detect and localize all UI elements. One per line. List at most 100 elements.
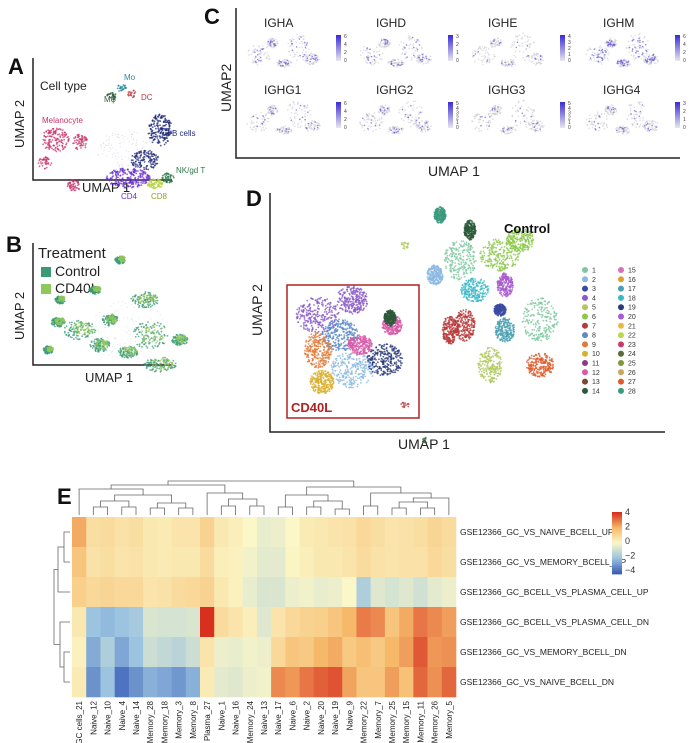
gray-cells xyxy=(398,35,423,61)
gene-label: IGHG2 xyxy=(376,83,414,97)
colorbar-segment xyxy=(612,555,622,558)
cluster-legend-item: 21 xyxy=(618,322,636,330)
colorbar-tick: 3 xyxy=(568,111,571,117)
heatmap-cell xyxy=(86,547,101,578)
cd40l-cells-3 xyxy=(136,292,158,306)
dendrogram-branch xyxy=(100,500,130,507)
heatmap-cell xyxy=(157,547,172,578)
melanocyte-cluster xyxy=(42,127,70,153)
heatmap-cell xyxy=(370,637,386,668)
colorbar-segment xyxy=(612,516,622,519)
label-cd8: CD8 xyxy=(151,192,168,201)
gray-cells xyxy=(489,37,503,48)
colorbar-segment xyxy=(612,553,622,556)
heatmap-col-label: Memory_26 xyxy=(431,700,440,743)
control-cluster-10 xyxy=(477,346,503,384)
heatmap-cell xyxy=(299,637,315,668)
heatmap-cell xyxy=(256,577,272,608)
label-mphi: Mφ xyxy=(104,95,116,104)
heatmap-col-label: Naive_10 xyxy=(104,700,113,734)
cd40l-cluster-4 xyxy=(330,352,375,389)
dendrogram-branch xyxy=(53,569,60,645)
expr-cells xyxy=(403,36,421,58)
cd40l-box-label: CD40L xyxy=(291,400,332,415)
heatmap-cell xyxy=(256,667,272,698)
heatmap-row-label: GSE12366_GC_BCELL_VS_PLASMA_CELL_UP xyxy=(460,587,649,597)
heatmap-cell xyxy=(413,577,428,608)
colorbar-segment xyxy=(612,544,622,547)
heatmap-col-label: Memory_11 xyxy=(416,700,425,742)
control-cluster-4 xyxy=(426,264,444,286)
heatmap-cell xyxy=(171,637,187,668)
colorbar-segment xyxy=(612,560,622,562)
cd40l-cells-8 xyxy=(175,334,189,344)
heatmap-cell xyxy=(427,517,443,548)
colorbar-tick: 1 xyxy=(683,117,686,123)
cluster-legend-item: 14 xyxy=(582,387,600,395)
heatmap-cell xyxy=(86,607,101,638)
colorbar-segment xyxy=(612,564,622,567)
cluster-legend-item: 17 xyxy=(618,285,636,293)
label-nkgdt: NK/gd T xyxy=(176,166,205,175)
colorbar-tick: 2 xyxy=(683,50,686,56)
cd40l-cluster-5 xyxy=(366,343,404,377)
heatmap-cell xyxy=(313,667,329,698)
bcells-cluster-2 xyxy=(130,149,159,171)
heatmap-cell xyxy=(399,607,414,638)
gene-label: IGHA xyxy=(264,16,293,30)
expr-cells xyxy=(588,115,601,131)
cluster-legend-item: 13 xyxy=(582,378,600,386)
colorbar-tick: 1 xyxy=(456,120,459,126)
heatmap-cell xyxy=(370,667,386,698)
heatmap-cell xyxy=(328,517,343,548)
gene-label: IGHE xyxy=(488,16,517,30)
legend-cd40l-label: CD40L xyxy=(55,280,99,296)
heatmap-cell xyxy=(128,637,144,668)
panel-b-letter: B xyxy=(6,232,22,257)
heatmap-cell xyxy=(228,517,243,548)
melanocyte-cluster-4 xyxy=(66,179,81,192)
expr-cells xyxy=(278,59,290,67)
cluster-legend-item: 9 xyxy=(582,341,596,349)
heatmap-cell xyxy=(114,667,130,698)
feature-plot-ighg1: IGHG1 6 4 2 0 xyxy=(246,83,347,135)
heatmap-cell xyxy=(370,547,386,578)
colorbar-segment xyxy=(612,563,622,566)
colorbar-tick: 3 xyxy=(683,101,686,107)
heatmap-cell xyxy=(114,637,130,668)
heatmap-cell xyxy=(427,577,443,608)
cd40l-cluster-7 xyxy=(347,334,373,356)
expr-cells xyxy=(269,106,277,115)
heatmap-cell xyxy=(128,577,144,608)
heatmap-cell xyxy=(228,667,243,698)
heatmap-cell xyxy=(356,577,371,608)
dendrogram-branch xyxy=(121,506,137,515)
colorbar-tick: 2 xyxy=(568,115,571,121)
heatmap-cell xyxy=(86,517,101,548)
heatmap-col-label: Memory_22 xyxy=(360,700,369,743)
heatmap-cell xyxy=(256,637,272,668)
dendrogram-branch xyxy=(178,507,194,515)
colorbar-segment xyxy=(612,532,622,535)
heatmap-cell xyxy=(114,577,130,608)
colorbar xyxy=(448,102,453,128)
heatmap-cell xyxy=(72,667,87,698)
cd40l-cells-12 xyxy=(46,345,54,353)
cluster-legend-item: 18 xyxy=(618,294,636,302)
dendrogram-branch xyxy=(370,492,432,506)
cluster-legend-item: 16 xyxy=(618,276,636,284)
heatmap-cell xyxy=(242,577,258,608)
heatmap-cell xyxy=(285,547,300,578)
colorbar-tick-label: −4 xyxy=(625,565,635,575)
heatmap-col-label: Naive_17 xyxy=(274,700,283,734)
label-melanocyte: Melanocyte xyxy=(42,116,83,125)
panel-d-xlabel: UMAP 1 xyxy=(398,436,450,452)
heatmap-cell xyxy=(114,607,130,638)
heatmap-cell xyxy=(399,637,414,668)
heatmap-col-label: Naive_1 xyxy=(217,700,226,730)
dendrogram-branch xyxy=(277,506,293,515)
control-cluster-11 xyxy=(526,352,555,378)
cluster-legend-item: 2 xyxy=(582,276,596,284)
expr-cells xyxy=(362,114,381,130)
